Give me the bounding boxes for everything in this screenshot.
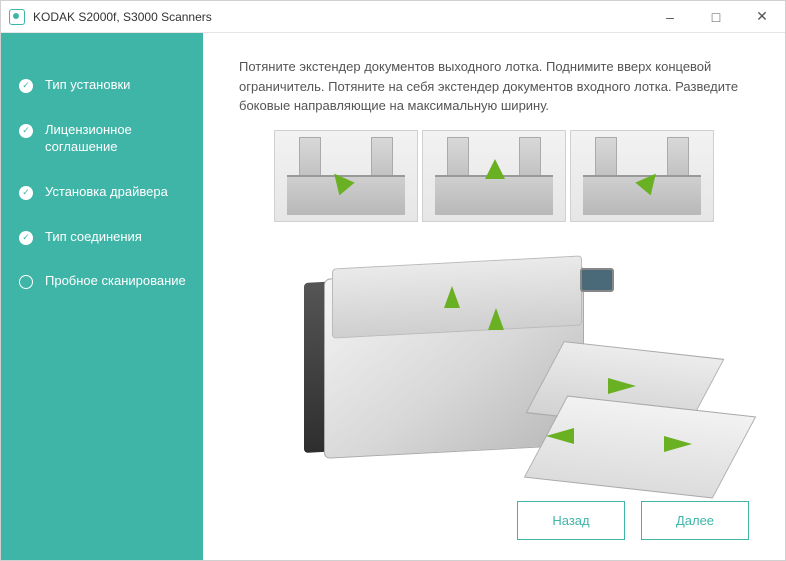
minimize-button[interactable]: – bbox=[647, 1, 693, 33]
step-label: Тип установки bbox=[45, 77, 130, 94]
back-button[interactable]: Назад bbox=[517, 501, 625, 541]
app-icon bbox=[9, 9, 25, 25]
check-icon: ✓ bbox=[19, 79, 33, 93]
maximize-button[interactable]: □ bbox=[693, 1, 739, 33]
thumb-step3 bbox=[570, 130, 714, 222]
window-controls: – □ ✕ bbox=[647, 1, 785, 33]
sidebar-step-connection: ✓ Тип соединения bbox=[1, 215, 203, 260]
check-icon: ✓ bbox=[19, 231, 33, 245]
circle-icon bbox=[19, 275, 33, 289]
window-title: KODAK S2000f, S3000 Scanners bbox=[33, 10, 647, 24]
close-button[interactable]: ✕ bbox=[739, 1, 785, 33]
thumb-step1 bbox=[274, 130, 418, 222]
sidebar-step-license: ✓ Лицензионное соглашение bbox=[1, 108, 203, 170]
sidebar: ✓ Тип установки ✓ Лицензионное соглашени… bbox=[1, 33, 203, 560]
thumb-step2 bbox=[422, 130, 566, 222]
sidebar-step-install-type: ✓ Тип установки bbox=[1, 63, 203, 108]
step-label: Пробное сканирование bbox=[45, 273, 186, 290]
step-label: Лицензионное соглашение bbox=[45, 122, 187, 156]
step-label: Установка драйвера bbox=[45, 184, 168, 201]
check-icon: ✓ bbox=[19, 124, 33, 138]
content: ✓ Тип установки ✓ Лицензионное соглашени… bbox=[1, 33, 785, 560]
thumbnail-row bbox=[274, 130, 714, 222]
footer: Назад Далее bbox=[239, 491, 749, 541]
main-panel: Потяните экстендер документов выходного … bbox=[203, 33, 785, 560]
titlebar: KODAK S2000f, S3000 Scanners – □ ✕ bbox=[1, 1, 785, 33]
scanner-illustration bbox=[284, 232, 704, 482]
sidebar-step-test-scan: Пробное сканирование bbox=[1, 259, 203, 304]
next-button[interactable]: Далее bbox=[641, 501, 749, 541]
instruction-text: Потяните экстендер документов выходного … bbox=[239, 57, 749, 116]
check-icon: ✓ bbox=[19, 186, 33, 200]
illustration-area bbox=[239, 130, 749, 491]
step-label: Тип соединения bbox=[45, 229, 142, 246]
sidebar-step-driver: ✓ Установка драйвера bbox=[1, 170, 203, 215]
